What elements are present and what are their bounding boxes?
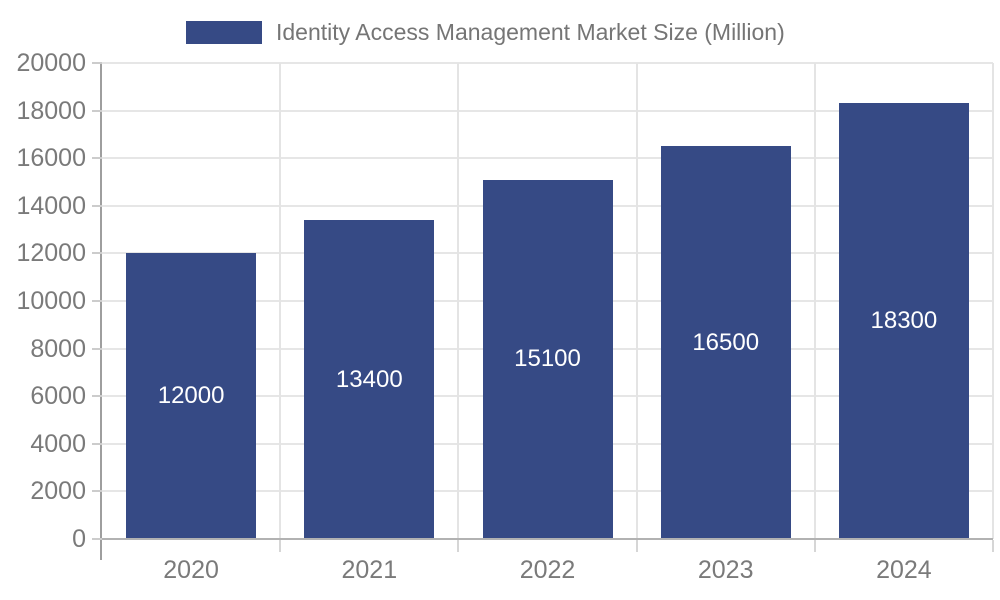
bar-value-label: 13400 xyxy=(335,365,403,393)
x-tick xyxy=(813,540,816,552)
x-tick-label: 2024 xyxy=(876,556,932,584)
y-tick-label: 4000 xyxy=(30,429,86,458)
y-tick-label: 0 xyxy=(72,525,86,553)
y-tick xyxy=(92,347,102,350)
y-tick xyxy=(92,204,102,207)
y-tick-label: 10000 xyxy=(16,287,86,315)
bar-value-label: 12000 xyxy=(157,382,225,410)
y-tick-label: 6000 xyxy=(30,382,86,411)
bar xyxy=(304,220,435,539)
legend: Identity Access Management Market Size (… xyxy=(186,19,785,46)
gridline-horizontal xyxy=(102,62,993,64)
gridline-vertical xyxy=(635,63,638,539)
y-axis-line xyxy=(100,63,102,560)
x-tick xyxy=(279,540,282,552)
x-axis-line xyxy=(102,538,993,540)
y-tick-label: 12000 xyxy=(16,239,86,268)
y-tick-label: 2000 xyxy=(30,477,86,506)
y-tick xyxy=(92,109,102,112)
y-tick xyxy=(92,252,102,255)
x-tick xyxy=(635,540,638,552)
legend-label: Identity Access Management Market Size (… xyxy=(276,19,785,45)
y-tick xyxy=(92,395,102,398)
y-tick xyxy=(92,157,102,160)
gridline-horizontal xyxy=(102,109,993,112)
gridline-vertical xyxy=(813,63,816,539)
x-tick-label: 2022 xyxy=(519,556,576,584)
gridline-horizontal xyxy=(102,157,993,160)
bar-value-label: 15100 xyxy=(514,345,581,373)
x-tick-label: 2023 xyxy=(697,556,754,584)
gridline-vertical xyxy=(457,63,460,539)
bar-value-label: 16500 xyxy=(692,328,760,356)
bar xyxy=(126,253,257,539)
plot-area: 12000 13400 15100 16500 18300 xyxy=(102,62,994,539)
x-tick xyxy=(992,540,994,552)
y-tick-label: 18000 xyxy=(16,96,86,125)
y-tick-label: 20000 xyxy=(16,49,86,77)
bar-value-label: 18300 xyxy=(870,307,938,335)
y-tick xyxy=(92,490,102,493)
y-tick-label: 14000 xyxy=(16,191,86,220)
x-tick-label: 2021 xyxy=(341,556,398,584)
y-tick-label: 16000 xyxy=(16,144,86,173)
y-tick xyxy=(92,442,102,445)
y-tick-label: 8000 xyxy=(30,334,86,363)
legend-swatch xyxy=(186,21,262,44)
y-tick xyxy=(92,538,102,540)
y-tick xyxy=(92,300,102,302)
x-tick xyxy=(457,540,460,552)
gridline-vertical xyxy=(279,63,282,539)
bar xyxy=(838,103,969,539)
bar xyxy=(660,146,791,539)
x-tick-label: 2020 xyxy=(163,556,219,584)
bar xyxy=(482,179,613,539)
gridline-vertical xyxy=(992,63,994,539)
y-tick xyxy=(92,62,102,64)
